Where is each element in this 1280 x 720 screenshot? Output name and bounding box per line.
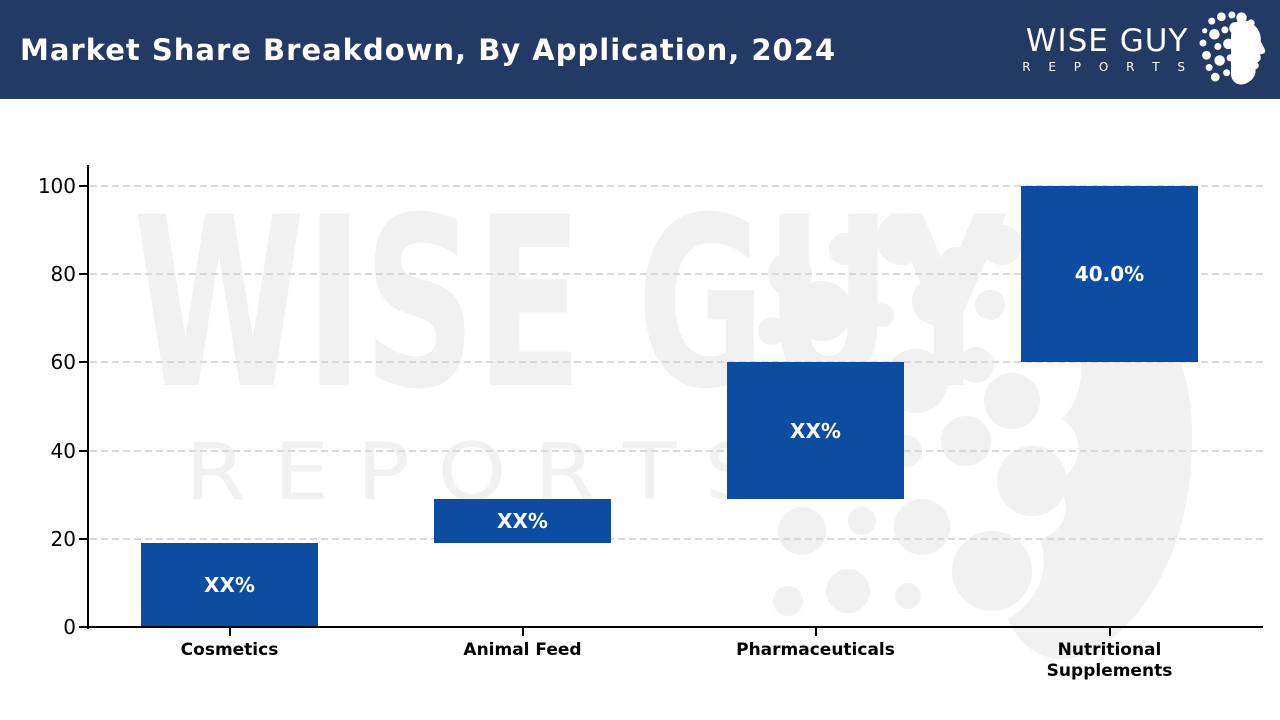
- logo-wordmark: WISE GUY R E P O R T S: [1022, 25, 1192, 74]
- x-category-label: Nutritional Supplements: [1046, 640, 1173, 682]
- bar-cosmetics: XX%: [141, 543, 318, 627]
- x-category-label: Animal Feed: [463, 640, 582, 660]
- gridline-80: [90, 273, 1263, 276]
- gridline-100: [90, 185, 1263, 187]
- gridline-40: [90, 449, 1263, 452]
- y-tick-20: [79, 537, 87, 540]
- bar-value-label: XX%: [204, 573, 255, 598]
- x-tick-2: [814, 628, 817, 636]
- x-axis-spine: [87, 626, 1263, 628]
- bar-value-label: XX%: [497, 509, 548, 534]
- logo-wordmark-line1: WISE GUY: [1025, 23, 1189, 60]
- logo-head-icon: [1199, 11, 1266, 85]
- y-tick-label-100: 100: [37, 174, 76, 198]
- logo-wordmark-line2: R E P O R T S: [1022, 59, 1192, 74]
- y-tick-100: [79, 185, 87, 187]
- x-category-label: Cosmetics: [180, 640, 279, 660]
- brand-logo: WISE GUY R E P O R T S: [1022, 8, 1266, 92]
- gridline-20: [90, 537, 1263, 540]
- header: Market Share Breakdown, By Application, …: [0, 0, 1280, 99]
- bar-pharmaceuticals: XX%: [727, 362, 904, 500]
- y-tick-60: [79, 361, 87, 364]
- page-title: Market Share Breakdown, By Application, …: [20, 32, 837, 67]
- bar-animal-feed: XX%: [434, 499, 611, 544]
- y-axis-spine: [87, 165, 89, 629]
- x-category-label: Pharmaceuticals: [736, 640, 895, 660]
- y-tick-80: [79, 273, 87, 276]
- y-tick-label-60: 60: [50, 350, 76, 375]
- y-tick-label-40: 40: [50, 438, 76, 463]
- y-tick-label-0: 0: [63, 615, 76, 639]
- y-tick-40: [79, 449, 87, 452]
- bar-value-label: 40.0%: [1074, 262, 1145, 287]
- y-tick-label-20: 20: [50, 526, 76, 551]
- y-tick-label-80: 80: [50, 262, 76, 287]
- gridline-60: [90, 361, 1263, 364]
- bar-nutritional-supplements: 40.0%: [1021, 186, 1198, 363]
- bar-value-label: XX%: [790, 418, 841, 443]
- x-tick-3: [1108, 628, 1111, 636]
- y-tick-0: [79, 626, 87, 628]
- x-tick-0: [228, 628, 231, 636]
- x-tick-1: [521, 628, 524, 636]
